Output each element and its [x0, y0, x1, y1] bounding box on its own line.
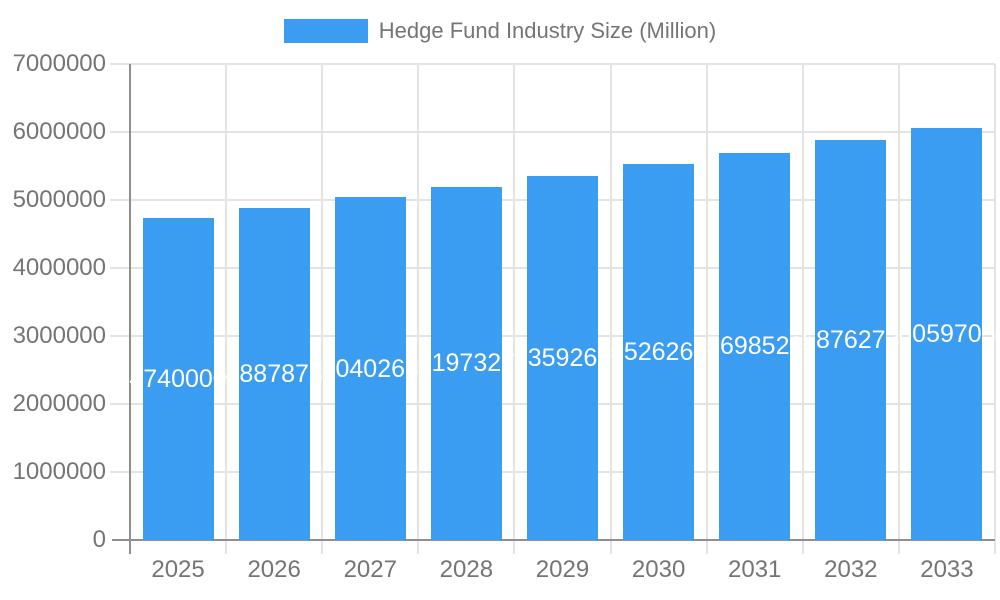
v-gridline	[225, 64, 228, 540]
x-axis-tick	[513, 540, 516, 554]
bar-2033	[911, 127, 983, 540]
v-gridline	[417, 64, 420, 540]
y-axis-label: 0	[92, 526, 106, 553]
y-axis-label: 1000000	[12, 458, 106, 485]
x-axis-label: 2029	[535, 556, 590, 583]
bar-2025	[142, 217, 214, 540]
x-axis-line	[112, 539, 995, 541]
v-gridline	[609, 64, 612, 540]
legend-item[interactable]: Hedge Fund Industry Size (Million)	[283, 17, 717, 45]
y-axis-label: 6000000	[12, 118, 106, 145]
y-axis-label: 4000000	[12, 254, 106, 281]
y-axis-label: 3000000	[12, 322, 106, 349]
h-gridline	[110, 63, 995, 65]
x-axis-label: 2027	[343, 556, 397, 583]
legend-label: Hedge Fund Industry Size (Million)	[378, 18, 717, 43]
x-axis-label: 2028	[439, 556, 494, 583]
x-axis-tick	[225, 540, 228, 554]
bar-2028	[430, 186, 502, 540]
legend-swatch	[283, 19, 368, 43]
x-axis-tick	[321, 540, 324, 554]
v-gridline	[897, 64, 900, 540]
x-axis-label: 2031	[728, 556, 782, 583]
x-axis-label: 2030	[631, 556, 686, 583]
v-gridline	[705, 64, 708, 540]
bar-2031	[719, 152, 791, 540]
bar-2026	[238, 207, 310, 540]
bar-2032	[815, 140, 887, 540]
x-axis-tick	[417, 540, 420, 554]
bar-2030	[623, 164, 695, 540]
bar-2029	[527, 175, 598, 540]
x-axis-tick	[609, 540, 612, 554]
v-gridline	[321, 64, 324, 540]
y-axis-label: 7000000	[12, 50, 106, 77]
x-axis-label: 2026	[247, 556, 301, 583]
v-gridline	[994, 64, 996, 540]
bar-2027	[334, 197, 406, 540]
x-axis-label: 2032	[824, 556, 878, 583]
h-gridline	[110, 131, 995, 133]
y-axis-label: 5000000	[12, 186, 106, 213]
y-axis-line	[129, 64, 131, 554]
chart-legend: Hedge Fund Industry Size (Million)	[0, 17, 1000, 45]
y-axis-label: 2000000	[12, 390, 106, 417]
v-gridline	[513, 64, 516, 540]
x-axis-tick	[897, 540, 900, 554]
v-gridline	[801, 64, 804, 540]
x-axis-label: 2025	[151, 556, 205, 583]
x-axis-tick	[994, 540, 996, 554]
x-axis-label: 2033	[920, 556, 974, 583]
x-axis-tick	[705, 540, 708, 554]
x-axis-tick	[801, 540, 804, 554]
